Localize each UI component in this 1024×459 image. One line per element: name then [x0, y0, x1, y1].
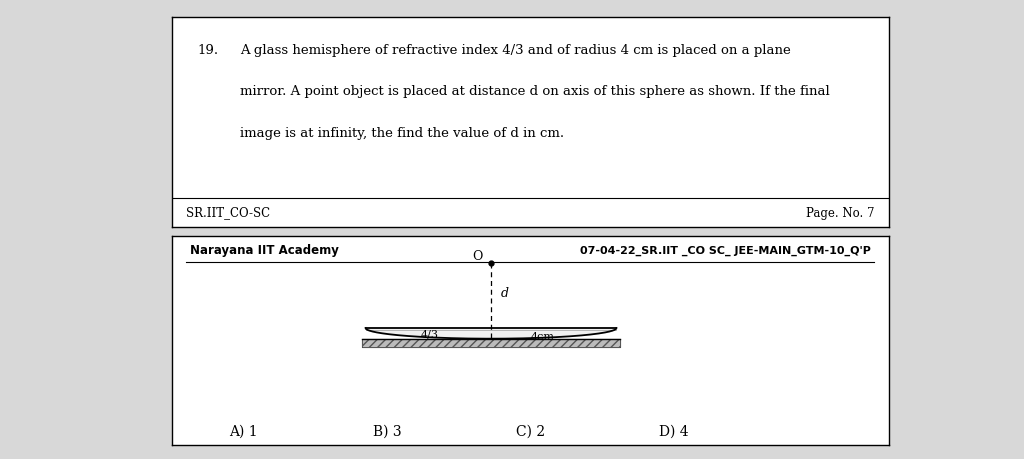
- Text: C) 2: C) 2: [516, 424, 545, 437]
- Text: 19.: 19.: [197, 44, 218, 56]
- Text: 4cm: 4cm: [530, 331, 554, 341]
- Text: SR.IIT_CO-SC: SR.IIT_CO-SC: [186, 206, 270, 219]
- Text: A) 1: A) 1: [229, 424, 258, 437]
- Text: mirror. A point object is placed at distance d on axis of this sphere as shown. : mirror. A point object is placed at dist…: [240, 85, 829, 98]
- Text: d: d: [501, 286, 508, 299]
- Text: Page. No. 7: Page. No. 7: [806, 206, 874, 219]
- Text: D) 4: D) 4: [659, 424, 688, 437]
- Text: image is at infinity, the find the value of d in cm.: image is at infinity, the find the value…: [240, 127, 564, 140]
- Polygon shape: [362, 340, 621, 347]
- Text: B) 3: B) 3: [373, 424, 401, 437]
- Text: O: O: [472, 250, 482, 263]
- Text: 07-04-22_SR.IIT _CO SC_ JEE-MAIN_GTM-10_Q'P: 07-04-22_SR.IIT _CO SC_ JEE-MAIN_GTM-10_…: [580, 245, 870, 255]
- Text: Narayana IIT Academy: Narayana IIT Academy: [190, 243, 339, 257]
- Text: A glass hemisphere of refractive index 4/3 and of radius 4 cm is placed on a pla: A glass hemisphere of refractive index 4…: [240, 44, 791, 56]
- Polygon shape: [366, 328, 616, 339]
- Text: 4/3: 4/3: [421, 329, 439, 339]
